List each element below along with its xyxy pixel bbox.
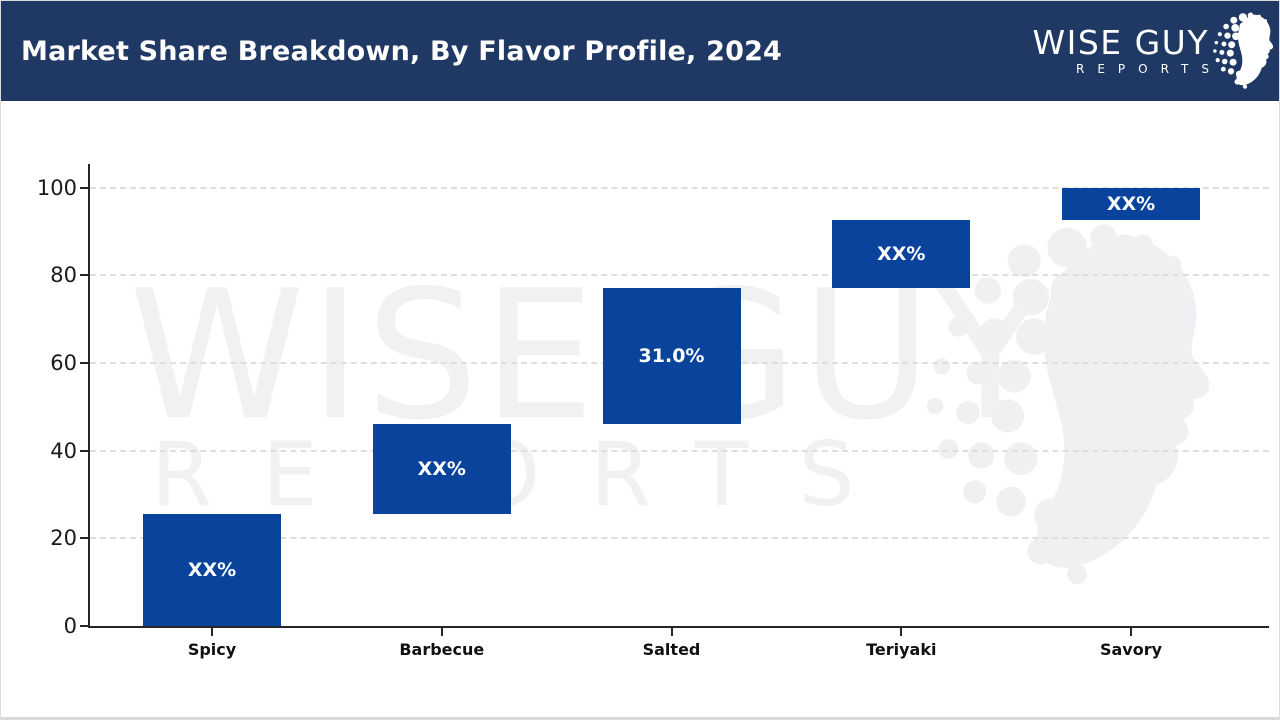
logo-text: WISE GUY REPORTS bbox=[1032, 26, 1209, 76]
y-axis-tick bbox=[80, 186, 88, 189]
y-tick-label: 60 bbox=[50, 350, 77, 375]
x-tick-label: Teriyaki bbox=[866, 640, 937, 659]
wise-guy-reports-logo: WISE GUY REPORTS bbox=[1032, 7, 1273, 95]
y-axis-tick bbox=[80, 625, 88, 627]
x-axis-line bbox=[88, 626, 1269, 628]
x-tick-label: Spicy bbox=[187, 640, 237, 659]
page-title: Market Share Breakdown, By Flavor Profil… bbox=[21, 35, 783, 67]
x-axis-tick bbox=[211, 628, 213, 636]
y-axis-tick bbox=[80, 449, 88, 452]
y-tick-label: 100 bbox=[36, 175, 77, 200]
bar-value-label: XX% bbox=[187, 559, 237, 582]
y-axis-line bbox=[88, 164, 90, 628]
x-tick-label: Barbecue bbox=[399, 640, 485, 659]
x-tick-label: Salted bbox=[642, 640, 701, 659]
y-tick-label: 40 bbox=[50, 438, 77, 463]
logo-subtitle: REPORTS bbox=[1075, 62, 1222, 76]
gridline bbox=[90, 449, 1269, 452]
x-axis-tick bbox=[900, 628, 903, 636]
dotted-head-profile-icon bbox=[1203, 7, 1273, 95]
bar-value-label: XX% bbox=[417, 458, 466, 481]
header-bar: Market Share Breakdown, By Flavor Profil… bbox=[1, 1, 1279, 101]
bar: XX% bbox=[372, 424, 511, 515]
y-tick-label: 0 bbox=[63, 614, 77, 638]
x-axis-tick bbox=[440, 628, 443, 636]
bar: XX% bbox=[1062, 187, 1200, 221]
bar: 31.0% bbox=[602, 288, 741, 425]
gridline bbox=[90, 274, 1269, 277]
x-tick-label: Savory bbox=[1099, 640, 1163, 659]
y-tick-label: 20 bbox=[50, 526, 77, 551]
bar-value-label: XX% bbox=[1106, 192, 1156, 215]
y-axis-tick bbox=[80, 537, 88, 540]
x-axis-tick bbox=[670, 628, 673, 636]
logo-wordmark: WISE GUY bbox=[1032, 23, 1209, 62]
y-axis-tick bbox=[80, 361, 88, 364]
gridline bbox=[90, 537, 1269, 540]
bar-value-label: XX% bbox=[877, 243, 926, 266]
gridline bbox=[90, 186, 1269, 189]
y-axis-tick bbox=[80, 274, 88, 277]
bar: XX% bbox=[832, 220, 971, 289]
y-tick-label: 80 bbox=[50, 263, 77, 288]
bottom-divider bbox=[1, 717, 1279, 719]
bar: XX% bbox=[143, 514, 281, 626]
x-axis-tick bbox=[1130, 628, 1132, 636]
bar-value-label: 31.0% bbox=[638, 345, 705, 368]
